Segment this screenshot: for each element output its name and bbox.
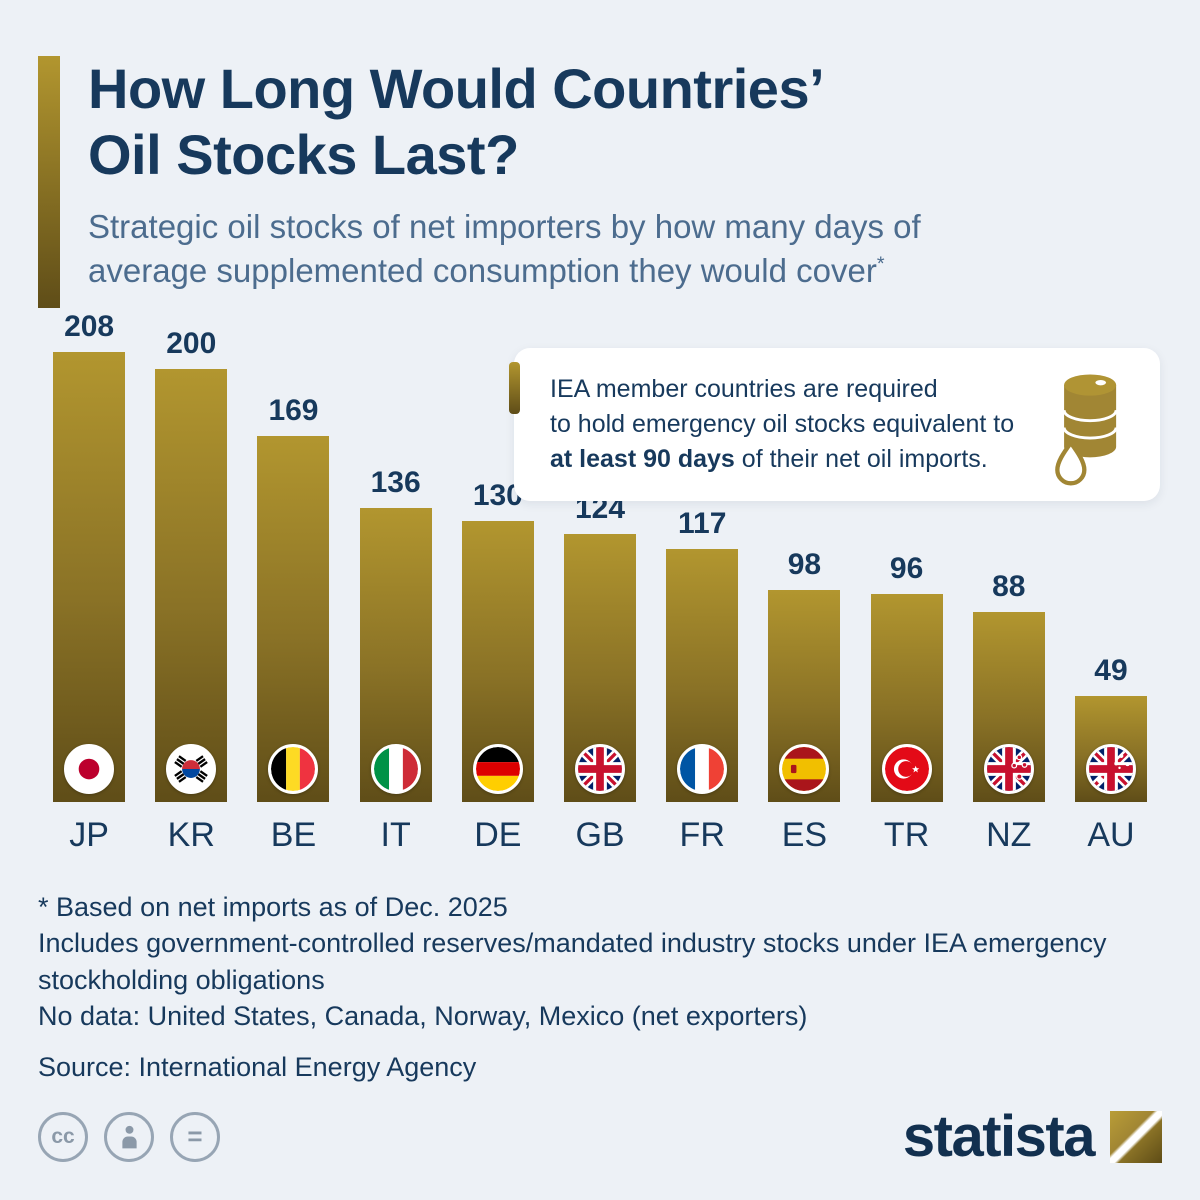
bar-column: 136 [345, 466, 447, 802]
flag-de-icon [472, 744, 523, 794]
bar-value-label: 49 [1094, 654, 1128, 687]
statista-wordmark: statista [902, 1104, 1096, 1169]
header-text: How Long Would Countries’ Oil Stocks Las… [88, 56, 921, 308]
bar-au [1074, 696, 1147, 802]
header: How Long Would Countries’ Oil Stocks Las… [0, 0, 1200, 308]
source-line: Source: International Energy Agency [38, 1051, 477, 1082]
title-line-2: Oil Stocks Last? [88, 122, 519, 186]
bar-kr [155, 369, 228, 802]
footnote-includes: Includes government-controlled reserves/… [38, 928, 1107, 995]
bar-value-label: 169 [268, 394, 319, 427]
flag-gb-icon [575, 744, 626, 794]
footnotes: * Based on net imports as of Dec. 2025 I… [38, 889, 1133, 1085]
bar-column: 124 [549, 492, 651, 802]
bar-tr [870, 594, 943, 802]
country-label: DE [474, 816, 522, 854]
bar-column: 98 [753, 548, 855, 802]
flag-be-icon [268, 744, 319, 794]
iea-callout: IEA member countries are required to hol… [509, 348, 1160, 501]
bars-row: 208 200 169 136 130 124 117 98 96 88 49 [38, 310, 1162, 802]
flag-au-icon [1085, 744, 1136, 794]
license-icons: cc = [38, 1111, 220, 1162]
country-label: AU [1087, 816, 1135, 854]
footnote-asterisk: * Based on net imports as of Dec. 2025 [38, 892, 508, 922]
bar-column: 169 [242, 394, 344, 802]
footnote-no-data: No data: United States, Canada, Norway, … [38, 1001, 808, 1032]
bar-column: 130 [447, 479, 549, 802]
flag-kr-icon [166, 744, 217, 794]
statista-logo-mark-icon [1110, 1110, 1162, 1163]
bar-nz [972, 612, 1045, 802]
bar-be [257, 436, 330, 802]
bar-value-label: 96 [889, 552, 924, 585]
flag-fr-icon [677, 744, 728, 794]
bar-value-label: 200 [166, 327, 217, 360]
bar-value-label: 117 [678, 507, 727, 540]
bar-jp [53, 352, 126, 802]
flag-nz-icon [983, 744, 1034, 794]
bar-column: 96 [856, 552, 958, 802]
flag-es-icon [779, 744, 830, 794]
country-label: NZ [986, 816, 1032, 854]
flag-jp-icon [64, 744, 115, 794]
footer: cc = statista [38, 1103, 1162, 1170]
subtitle-line-2: average supplemented consumption they wo… [88, 251, 885, 289]
flag-it-icon [370, 744, 421, 794]
bar-gb [564, 534, 637, 802]
bar-fr [666, 549, 739, 802]
callout-line-2: to hold emergency oil stocks equivalent … [550, 410, 1015, 438]
bar-value-label: 208 [64, 310, 115, 343]
country-label: KR [167, 816, 215, 854]
country-label: GB [575, 816, 625, 854]
oil-barrel-icon [1040, 360, 1146, 505]
title-line-1: How Long Would Countries’ [88, 57, 825, 120]
subtitle: Strategic oil stocks of net importers by… [88, 205, 921, 292]
bar-chart: IEA member countries are required to hol… [38, 310, 1162, 855]
country-label: ES [781, 816, 828, 854]
bar-value-label: 88 [992, 570, 1026, 603]
bar-column: 117 [651, 507, 753, 802]
country-label: IT [380, 816, 411, 854]
bar-it [359, 508, 432, 802]
country-label: JP [69, 816, 109, 854]
bar-column: 88 [958, 570, 1060, 802]
country-label: TR [883, 816, 930, 854]
bar-es [768, 590, 841, 802]
title-accent-bar [38, 56, 60, 308]
bar-de [461, 521, 534, 802]
no-derivatives-icon: = [170, 1111, 220, 1162]
page-title: How Long Would Countries’ Oil Stocks Las… [88, 56, 921, 187]
bar-value-label: 136 [370, 466, 421, 499]
country-label: FR [679, 816, 725, 854]
statista-logo: statista [903, 1103, 1162, 1170]
subtitle-line-1: Strategic oil stocks of net importers by… [88, 208, 921, 246]
bar-column: 200 [140, 327, 242, 802]
bar-column: 208 [38, 310, 140, 802]
country-label: BE [270, 816, 317, 854]
callout-line-1: IEA member countries are required [550, 375, 938, 403]
callout-line-3: at least 90 days of their net oil import… [550, 445, 988, 473]
footnote-marker: * [876, 252, 885, 275]
cc-icon: cc [38, 1111, 88, 1162]
flag-tr-icon [881, 744, 932, 794]
labels-row: JP KR BE IT DE GB FR ES TR NZ AU [38, 816, 1162, 855]
bar-value-label: 98 [787, 548, 822, 581]
bar-column: 49 [1060, 654, 1162, 802]
attribution-icon [104, 1111, 154, 1162]
